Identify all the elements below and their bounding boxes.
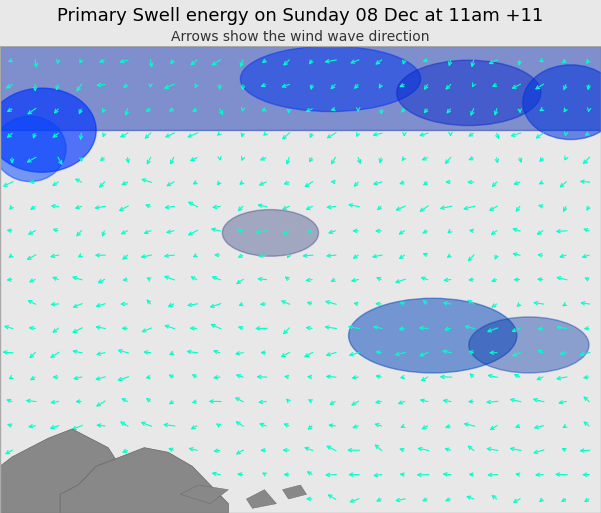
Polygon shape [180,485,228,504]
Polygon shape [246,489,276,508]
Ellipse shape [0,88,96,172]
Text: Primary Swell energy on Sunday 08 Dec at 11am +11: Primary Swell energy on Sunday 08 Dec at… [57,7,544,25]
Ellipse shape [397,60,541,126]
Ellipse shape [240,46,421,111]
Ellipse shape [0,116,66,182]
Ellipse shape [523,65,601,140]
Ellipse shape [222,209,319,256]
Polygon shape [282,485,307,499]
Polygon shape [60,448,228,513]
Polygon shape [0,429,150,513]
Ellipse shape [349,298,517,373]
Text: Arrows show the wind wave direction: Arrows show the wind wave direction [171,30,430,44]
Bar [0,46,601,130]
Ellipse shape [469,317,589,373]
Bar [0,130,601,513]
